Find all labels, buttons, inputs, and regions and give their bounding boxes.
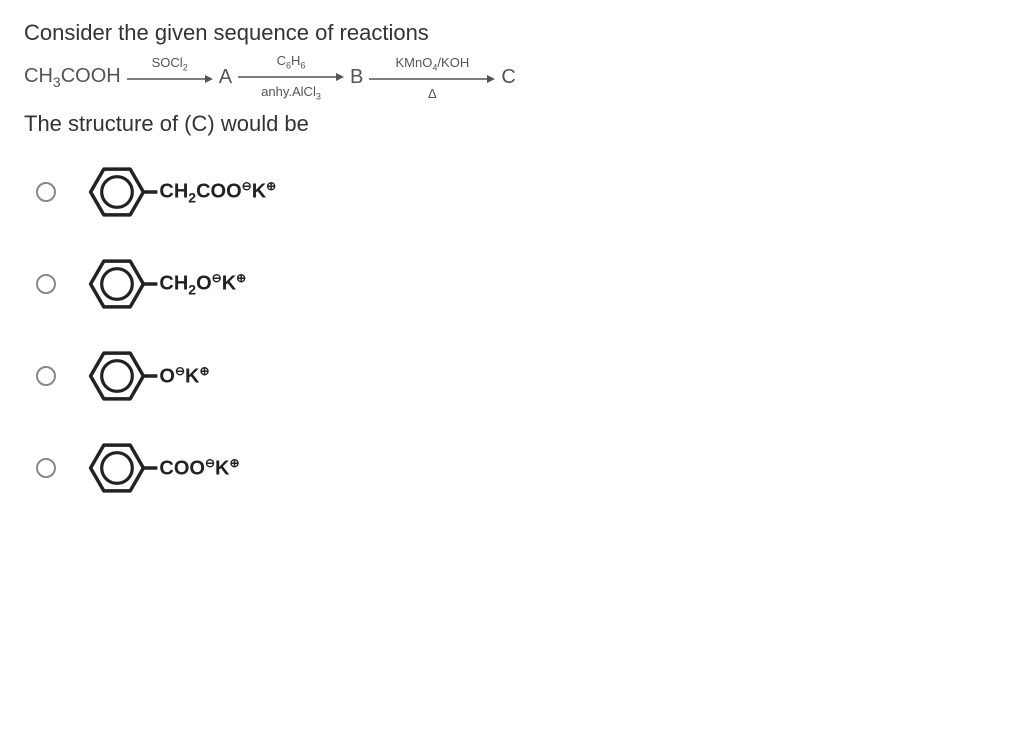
arrow-icon — [236, 71, 346, 83]
benzene-ring-icon — [84, 159, 159, 225]
reagent-bottom: anhy.AlCl3 — [261, 85, 321, 102]
radio-button[interactable] — [36, 274, 56, 294]
benzene-ring-icon — [84, 435, 159, 501]
question-prompt-1: Consider the given sequence of reactions — [24, 20, 1000, 46]
question-prompt-2: The structure of (C) would be — [24, 111, 1000, 137]
molecule: O⊖K⊕ — [84, 343, 210, 409]
reaction-arrow-3: KMnO4/KOH Δ — [367, 56, 497, 100]
benzene-ring-icon — [84, 251, 159, 317]
substituent-label: CH2O⊖K⊕ — [159, 271, 246, 298]
molecule: CH2COO⊖K⊕ — [84, 159, 276, 225]
reagent-bottom: Δ — [428, 87, 437, 100]
reaction-start: CH3COOH — [24, 65, 121, 90]
reagent-top: KMnO4/KOH — [396, 56, 470, 73]
radio-button[interactable] — [36, 458, 56, 478]
molecule: CH2O⊖K⊕ — [84, 251, 246, 317]
molecule: COO⊖K⊕ — [84, 435, 240, 501]
substituent-label: COO⊖K⊕ — [159, 456, 239, 481]
reaction-arrow-2: C6H6 anhy.AlCl3 — [236, 54, 346, 101]
reaction-product-C: C — [501, 66, 515, 89]
reagent-top: C6H6 — [277, 54, 306, 71]
options-list: CH2COO⊖K⊕ CH2O⊖K⊕ O⊖K⊕ COO⊖K⊕ — [36, 159, 1000, 501]
reaction-scheme: CH3COOH SOCl2 A C6H6 anhy.AlCl3 B KMnO4/KOH Δ C — [24, 54, 1000, 101]
substituent-label: CH2COO⊖K⊕ — [159, 179, 276, 206]
reaction-arrow-1: SOCl2 — [125, 56, 215, 100]
reaction-product-A: A — [219, 66, 232, 89]
benzene-ring-icon — [84, 343, 159, 409]
arrow-icon — [125, 73, 215, 85]
reaction-product-B: B — [350, 66, 363, 89]
option-2[interactable]: CH2O⊖K⊕ — [36, 251, 1000, 317]
option-4[interactable]: COO⊖K⊕ — [36, 435, 1000, 501]
option-1[interactable]: CH2COO⊖K⊕ — [36, 159, 1000, 225]
arrow-icon — [367, 73, 497, 85]
substituent-label: O⊖K⊕ — [159, 364, 209, 389]
option-3[interactable]: O⊖K⊕ — [36, 343, 1000, 409]
radio-button[interactable] — [36, 366, 56, 386]
reagent-bottom — [168, 87, 172, 100]
reagent-top: SOCl2 — [152, 56, 188, 73]
radio-button[interactable] — [36, 182, 56, 202]
